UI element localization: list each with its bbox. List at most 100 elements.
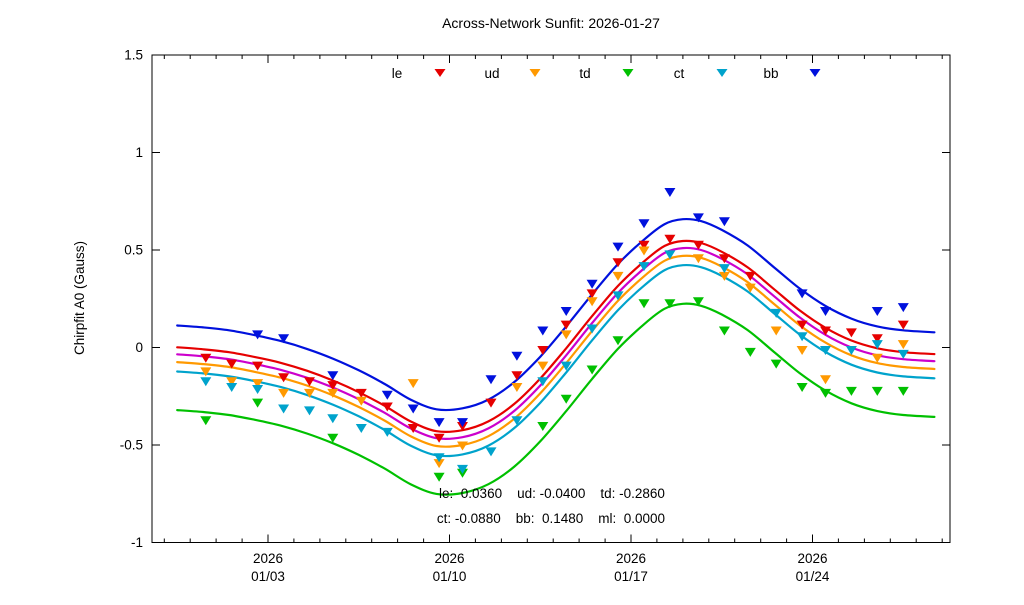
data-point-td-triangle-down-icon — [200, 416, 212, 426]
data-point-bb-triangle-down-icon — [407, 404, 419, 414]
legend-marker-bb-triangle-down-icon — [809, 69, 821, 77]
data-point-bb-triangle-down-icon — [537, 326, 549, 336]
data-point-le-triangle-down-icon — [820, 326, 831, 336]
legend-item-ud: ud — [484, 66, 541, 81]
data-point-ct-triangle-down-icon — [304, 406, 315, 416]
fit-curve-ud — [176, 254, 936, 448]
legend-item-ct: ct — [674, 66, 728, 81]
data-point-le-triangle-down-icon — [796, 320, 808, 330]
data-point-ud-triangle-down-icon — [692, 254, 704, 264]
data-point-ud-triangle-down-icon — [457, 441, 468, 451]
data-point-le-triangle-down-icon — [664, 234, 676, 244]
data-point-ud-triangle-down-icon — [820, 375, 831, 385]
data-point-ud-triangle-down-icon — [871, 353, 883, 363]
data-point-bb-triangle-down-icon — [560, 307, 572, 316]
data-point-ud-triangle-down-icon — [586, 297, 598, 307]
data-point-ud-triangle-down-icon — [744, 283, 756, 293]
data-point-td-triangle-down-icon — [897, 386, 909, 396]
data-point-le-triangle-down-icon — [638, 240, 650, 250]
data-point-le-triangle-down-icon — [200, 353, 212, 363]
data-point-td-triangle-down-icon — [537, 422, 549, 431]
data-point-le-triangle-down-icon — [304, 377, 315, 387]
data-point-ct-triangle-down-icon — [871, 340, 883, 350]
data-point-le-triangle-down-icon — [612, 258, 624, 268]
fit-curve-le — [176, 239, 936, 434]
data-point-ud-triangle-down-icon — [796, 346, 808, 355]
legend: le ud td ct bb — [392, 66, 821, 81]
fit-curve-td — [176, 302, 936, 496]
data-point-le-triangle-down-icon — [560, 320, 572, 330]
data-point-le-triangle-down-icon — [226, 359, 238, 369]
data-point-ct-triangle-down-icon — [664, 250, 676, 260]
data-point-bb-triangle-down-icon — [820, 307, 831, 316]
data-point-le-triangle-down-icon — [433, 433, 445, 443]
legend-label-le: le — [392, 66, 403, 81]
data-point-ud-triangle-down-icon — [718, 271, 730, 281]
fit-values-line2: ct: -0.0880 bb: 0.1480 ml: 0.0000 — [437, 511, 665, 526]
data-point-bb-triangle-down-icon — [718, 217, 730, 227]
data-point-le-triangle-down-icon — [327, 381, 339, 391]
data-point-bb-triangle-down-icon — [252, 330, 264, 340]
plot-area-border — [151, 54, 951, 543]
data-point-ct-triangle-down-icon — [355, 424, 367, 433]
data-point-td-triangle-down-icon — [744, 347, 756, 357]
x-tick-year: 2026 — [616, 551, 646, 566]
data-point-td-triangle-down-icon — [664, 299, 676, 309]
data-point-td-triangle-down-icon — [560, 394, 572, 404]
legend-marker-td-triangle-down-icon — [622, 69, 634, 77]
data-point-le-triangle-down-icon — [407, 424, 419, 433]
y-tick-label: 0 — [135, 340, 143, 355]
legend-label-ct: ct — [674, 66, 685, 81]
data-point-le-triangle-down-icon — [485, 398, 497, 408]
data-point-bb-triangle-down-icon — [612, 242, 624, 252]
data-point-bb-triangle-down-icon — [433, 418, 445, 428]
legend-marker-ud-triangle-down-icon — [529, 69, 541, 77]
data-point-td-triangle-down-icon — [327, 433, 339, 443]
data-point-ct-triangle-down-icon — [485, 447, 497, 457]
data-point-td-triangle-down-icon — [871, 386, 883, 396]
data-point-le-triangle-down-icon — [381, 402, 393, 412]
data-point-bb-triangle-down-icon — [638, 219, 650, 229]
y-tick-label: 1.5 — [124, 48, 143, 63]
data-point-ct-triangle-down-icon — [433, 453, 445, 463]
data-point-le-triangle-down-icon — [845, 328, 857, 338]
y-tick-label: -1 — [131, 535, 143, 550]
data-point-bb-triangle-down-icon — [586, 279, 598, 289]
legend-item-bb: bb — [763, 66, 821, 81]
data-point-ct-triangle-down-icon — [796, 332, 808, 342]
data-point-le-triangle-down-icon — [252, 361, 264, 371]
data-point-ud-triangle-down-icon — [355, 396, 367, 406]
data-point-td-triangle-down-icon — [770, 359, 782, 369]
data-point-td-triangle-down-icon — [612, 336, 624, 346]
y-axis-label: Chirpfit A0 (Gauss) — [72, 241, 87, 355]
data-point-ud-triangle-down-icon — [407, 379, 419, 389]
data-point-le-triangle-down-icon — [897, 320, 909, 330]
legend-label-bb: bb — [763, 66, 778, 81]
data-point-le-triangle-down-icon — [718, 254, 730, 264]
data-point-ct-triangle-down-icon — [226, 383, 238, 392]
y-tick-label: 1 — [135, 145, 143, 160]
data-point-ud-triangle-down-icon — [638, 246, 650, 256]
x-tick-year: 2026 — [797, 551, 827, 566]
x-tick-date: 01/17 — [614, 569, 648, 584]
fit-curves — [176, 217, 936, 496]
data-point-ct-triangle-down-icon — [612, 291, 624, 301]
data-point-bb-triangle-down-icon — [381, 390, 393, 400]
data-point-ud-triangle-down-icon — [226, 377, 238, 387]
data-point-bb-triangle-down-icon — [796, 289, 808, 299]
data-point-td-triangle-down-icon — [586, 365, 598, 375]
legend-marker-le-triangle-down-icon — [434, 69, 446, 77]
data-point-bb-triangle-down-icon — [278, 334, 290, 344]
data-point-le-triangle-down-icon — [355, 388, 367, 398]
data-point-ud-triangle-down-icon — [252, 379, 264, 389]
data-point-ct-triangle-down-icon — [327, 414, 339, 424]
data-point-ud-triangle-down-icon — [511, 383, 523, 392]
data-point-bb-triangle-down-icon — [457, 418, 468, 428]
data-point-ud-triangle-down-icon — [560, 330, 572, 340]
data-point-le-triangle-down-icon — [586, 289, 598, 299]
data-point-ct-triangle-down-icon — [845, 346, 857, 355]
data-point-ct-triangle-down-icon — [537, 377, 549, 387]
data-point-ct-triangle-down-icon — [770, 308, 782, 318]
fit-values-line1: le: 0.0360 ud: -0.0400 td: -0.2860 — [439, 486, 665, 501]
